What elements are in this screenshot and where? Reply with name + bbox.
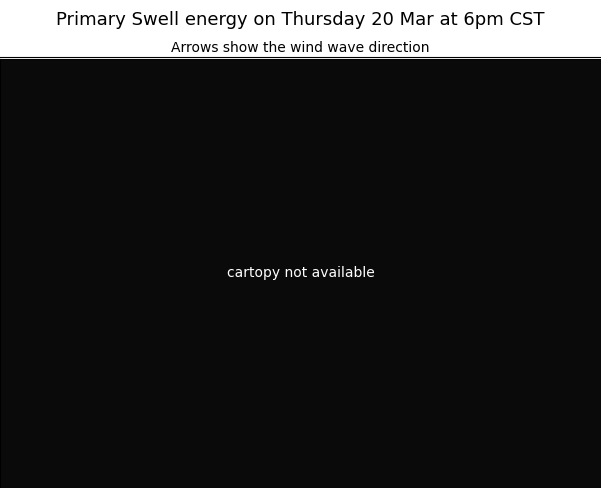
Text: Arrows show the wind wave direction: Arrows show the wind wave direction — [171, 41, 430, 55]
Text: cartopy not available: cartopy not available — [227, 266, 374, 280]
Text: Primary Swell energy on Thursday 20 Mar at 6pm CST: Primary Swell energy on Thursday 20 Mar … — [56, 12, 545, 29]
